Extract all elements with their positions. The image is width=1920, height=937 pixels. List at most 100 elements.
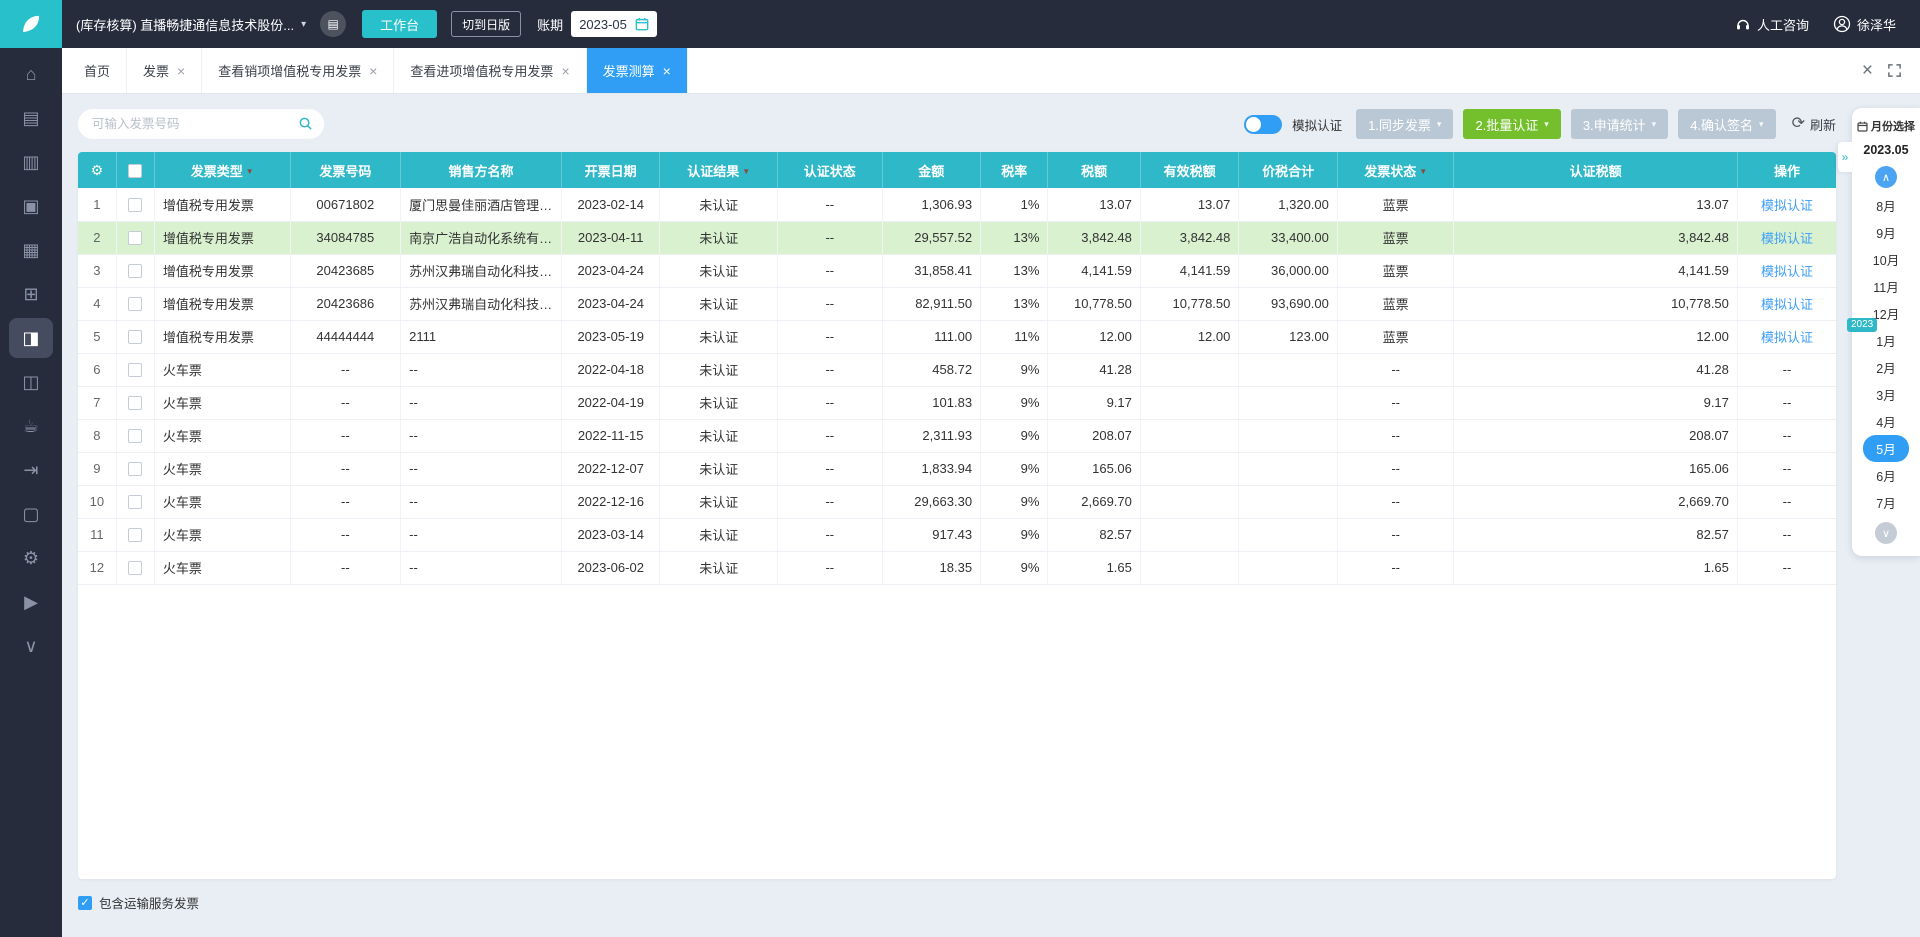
month-item-7月[interactable]: 7月 [1876,497,1896,511]
cell-tax: 9.17 [1047,386,1141,420]
vouchers-icon: ▤ [22,107,40,128]
tab-view-output-vat[interactable]: 查看销项增值税专用发票 × [202,48,395,93]
month-item-5月[interactable]: 5月 [1863,435,1909,462]
row-checkbox[interactable] [128,396,143,411]
period-picker[interactable]: 2023-05 [571,11,657,37]
month-item-1月[interactable]: 1月 2023 [1847,318,1909,354]
month-item-9月[interactable]: 9月 [1876,227,1896,241]
sidebar-item-service[interactable]: ☕ [0,404,62,448]
switch-version-button[interactable]: 切到日版 [451,11,522,37]
confirm-signature-button[interactable]: 4.确认签名 ▾ [1678,109,1776,139]
col-type[interactable]: 发票类型 ▼ [154,152,291,188]
month-item-10月[interactable]: 10月 [1872,254,1900,268]
month-item-4月[interactable]: 4月 [1876,416,1896,430]
fullscreen-icon[interactable] [1887,63,1902,78]
row-checkbox[interactable] [128,330,143,345]
scroll-up-button[interactable]: ∧ [1875,166,1897,188]
column-settings-icon[interactable]: ⚙ [78,152,117,188]
row-checkbox[interactable] [128,363,143,378]
col-action: 操作 [1737,152,1836,188]
sidebar-item-settings[interactable]: ⚙ [0,536,62,580]
support-link[interactable]: 人工咨询 [1735,15,1809,34]
tab-close-icon[interactable]: × [369,62,378,79]
row-checkbox[interactable] [128,429,143,444]
document-icon[interactable]: ▤ [320,11,347,37]
sidebar-item-modules[interactable]: ⊞ [0,272,62,316]
row-index: 5 [78,320,117,354]
sidebar-item-checkout[interactable]: ⇥ [0,448,62,492]
tab-close-icon[interactable]: × [662,62,671,79]
cell-valid_tax [1140,518,1240,552]
workbench-button[interactable]: 工作台 [362,10,438,38]
button-label: 2.批量认证 [1475,117,1539,133]
cell-date: 2022-12-16 [561,485,661,519]
cell-action: -- [1737,551,1836,585]
cashier-icon: ▣ [22,195,40,216]
content-area: 模拟认证 1.同步发票 ▾ 2.批量认证 ▾ 3.申请统计 ▾ 4.确认签名 ▾ ⟳ 刷新 ⚙… [62,94,1920,937]
month-item-11月[interactable]: 11月 [1873,281,1899,295]
sidebar-item-assets[interactable]: ◫ [0,360,62,404]
sidebar-item-invoices[interactable]: ◨ [9,318,53,358]
col-inv_status[interactable]: 发票状态 ▼ [1337,152,1455,188]
batch-certify-button[interactable]: 2.批量认证 ▾ [1463,109,1561,139]
company-selector[interactable]: (库存核算) 直播畅捷通信息技术股份... ▾ [76,15,306,34]
cell-total: 33,400.00 [1238,221,1338,255]
tab-close-icon[interactable]: × [177,62,186,79]
row-checkbox[interactable] [128,561,143,576]
transport-checkbox[interactable]: ✓ [78,895,92,910]
cell-action[interactable]: 模拟认证 [1737,188,1836,222]
month-item-12月[interactable]: 12月 [1872,308,1900,322]
row-checkbox[interactable] [128,198,143,213]
archive-icon: ▢ [22,503,40,524]
sidebar-item-brand[interactable]: ∨ [0,624,62,668]
cell-action[interactable]: 模拟认证 [1737,221,1836,255]
close-tabs-icon[interactable]: × [1861,60,1873,81]
scroll-down-button[interactable]: ∨ [1875,522,1897,544]
sidebar-item-reports[interactable]: ▥ [0,140,62,184]
row-checkbox[interactable] [128,264,143,279]
select-all-checkbox[interactable] [128,163,143,178]
sidebar-item-media[interactable]: ▶ [0,580,62,624]
sync-invoices-button[interactable]: 1.同步发票 ▾ [1356,109,1454,139]
tab-home[interactable]: 首页 [68,48,128,93]
search-input[interactable] [78,109,324,139]
collapse-panel-icon[interactable]: » [1838,142,1852,172]
cell-valid_tax: 3,842.48 [1140,221,1240,255]
app-logo[interactable] [0,0,62,48]
cell-status: -- [777,518,883,552]
apply-statistics-button[interactable]: 3.申请统计 ▾ [1570,109,1669,139]
cell-action[interactable]: 模拟认证 [1737,320,1836,354]
refresh-button[interactable]: ⟳ 刷新 [1792,115,1836,134]
month-item-6月[interactable]: 6月 [1876,470,1896,484]
tab-view-input-vat[interactable]: 查看进项增值税专用发票 × [394,48,587,93]
row-checkbox[interactable] [128,495,143,510]
cell-seller: 苏州汉弗瑞自动化科技有限... [400,254,562,288]
transport-filter: ✓ 包含运输服务发票 [78,893,1904,912]
tab-close-icon[interactable]: × [561,62,570,79]
row-checkbox[interactable] [128,231,143,246]
month-item-3月[interactable]: 3月 [1876,389,1896,403]
sidebar-item-vouchers[interactable]: ▤ [0,96,62,140]
cell-amount: 1,306.93 [882,188,982,222]
sidebar-item-archive[interactable]: ▢ [0,492,62,536]
cell-action[interactable]: 模拟认证 [1737,287,1836,321]
cell-inv_status: -- [1337,386,1455,420]
table-row: 9 火车票 -- -- 2022-12-07 未认证 -- 1,833.94 9% 165.06-… [78,452,1836,486]
row-checkbox[interactable] [128,528,143,543]
sidebar-item-home[interactable]: ⌂ [0,52,62,96]
cell-action[interactable]: 模拟认证 [1737,254,1836,288]
month-item-2月[interactable]: 2月 [1876,362,1896,376]
col-result[interactable]: 认证结果 ▼ [659,152,779,188]
sidebar-item-cashier[interactable]: ▣ [0,184,62,228]
row-index: 4 [78,287,117,321]
tab-invoice-calc[interactable]: 发票测算 × [586,48,688,93]
cell-rate: 13% [980,287,1049,321]
row-checkbox[interactable] [128,462,143,477]
user-menu[interactable]: 徐泽华 [1833,15,1896,34]
row-checkbox[interactable] [128,297,143,312]
month-item-8月[interactable]: 8月 [1876,200,1896,214]
sidebar-item-company[interactable]: ▦ [0,228,62,272]
simulate-toggle[interactable] [1244,114,1283,134]
search-icon[interactable] [298,116,313,134]
tab-invoice[interactable]: 发票 × [127,48,203,93]
